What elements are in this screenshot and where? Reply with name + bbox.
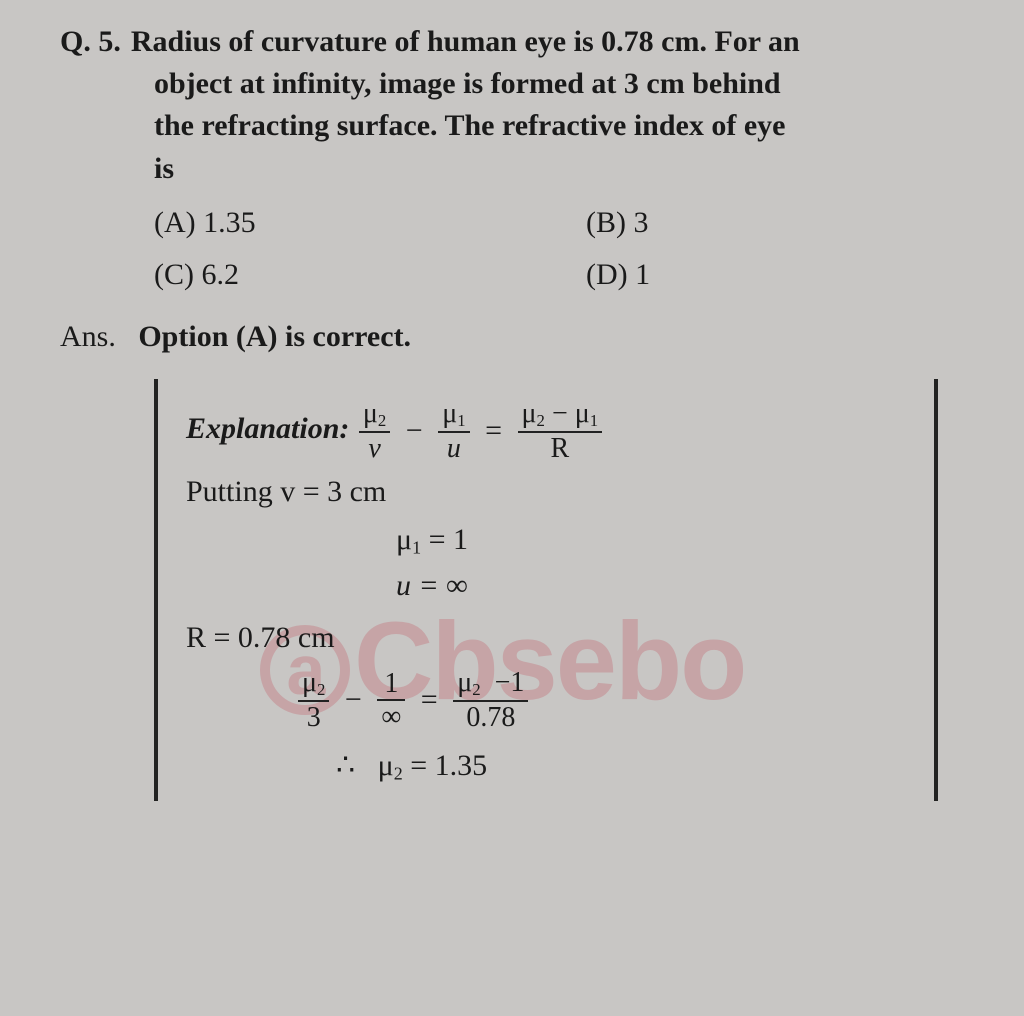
den-v: v xyxy=(359,433,390,463)
frac-mu2-3: μ2 3 xyxy=(296,668,331,732)
minus-op: − xyxy=(339,680,368,720)
options-grid: (A) 1.35 (B) 3 (C) 6.2 (D) 1 xyxy=(154,203,978,295)
therefore-line: ∴ μ2 = 1.35 xyxy=(336,746,910,786)
mu-symbol: μ xyxy=(522,398,537,429)
num-1: 1 xyxy=(377,669,405,701)
den-078: 0.78 xyxy=(453,702,528,732)
minus-1: −1 xyxy=(495,667,525,698)
mu-symbol: μ xyxy=(363,398,378,429)
frac-rhs-calc: μ2 −1 0.78 xyxy=(451,668,530,732)
question-text-line-4: is xyxy=(154,149,978,189)
therefore-symbol: ∴ xyxy=(336,749,355,782)
sub-1: 1 xyxy=(590,412,598,431)
frac-1-inf: 1 ∞ xyxy=(375,669,407,732)
mu1-line: μ1 = 1 xyxy=(396,520,910,560)
mu-symbol: μ xyxy=(442,398,457,429)
option-c: (C) 6.2 xyxy=(154,255,546,295)
option-d: (D) 1 xyxy=(586,255,978,295)
den-3: 3 xyxy=(298,702,329,732)
question-text-line-1: Radius of curvature of human eye is 0.78… xyxy=(131,22,978,62)
equals-op: = xyxy=(479,411,508,451)
frac-mu1-u: μ1 u xyxy=(436,399,471,463)
sub-2: 2 xyxy=(537,412,545,431)
answer-line: Ans. Option (A) is correct. xyxy=(60,317,978,357)
question-number: Q. 5. xyxy=(60,22,131,62)
main-formula: μ2 v − μ1 u = μ2 − μ1 R xyxy=(357,399,604,463)
equals-1: = 1 xyxy=(421,523,468,556)
minus-symbol: − xyxy=(552,398,568,429)
explanation-formula-line: Explanation: μ2 v − μ1 u = μ2 − μ1 xyxy=(186,399,910,463)
page-content: Q. 5. Radius of curvature of human eye i… xyxy=(0,0,1024,801)
sub-2: 2 xyxy=(317,680,325,699)
r-line: R = 0.78 cm xyxy=(186,618,910,658)
mu-symbol: μ xyxy=(302,667,317,698)
minus-op: − xyxy=(400,411,429,451)
answer-text: Option (A) is correct. xyxy=(138,320,411,353)
u-line: u = ∞ xyxy=(396,566,910,606)
question-first-line: Q. 5. Radius of curvature of human eye i… xyxy=(60,22,978,62)
den-R: R xyxy=(518,433,603,463)
mu-symbol: μ xyxy=(396,523,412,556)
mu-symbol: μ xyxy=(575,398,590,429)
question-text-line-3: the refracting surface. The refractive i… xyxy=(154,106,978,146)
question-text-line-2: object at infinity, image is formed at 3… xyxy=(154,64,978,104)
explanation-box: Explanation: μ2 v − μ1 u = μ2 − μ1 xyxy=(154,379,938,800)
sub-2: 2 xyxy=(394,764,403,784)
calc-line: μ2 3 − 1 ∞ = μ2 −1 0.78 xyxy=(296,668,910,732)
mu-symbol: μ xyxy=(378,749,394,782)
option-a: (A) 1.35 xyxy=(154,203,546,243)
frac-mu2-v: μ2 v xyxy=(357,399,392,463)
equals-op: = xyxy=(415,680,444,720)
explanation-title: Explanation: xyxy=(186,412,349,445)
option-b: (B) 3 xyxy=(586,203,978,243)
answer-label: Ans. xyxy=(60,320,116,353)
sub-1: 1 xyxy=(457,412,465,431)
sub-2: 2 xyxy=(378,412,386,431)
mu-symbol: μ xyxy=(457,667,472,698)
den-u: u xyxy=(438,433,469,463)
putting-line: Putting v = 3 cm xyxy=(186,472,910,512)
den-inf: ∞ xyxy=(377,701,405,731)
frac-rhs: μ2 − μ1 R xyxy=(516,399,605,463)
sub-2: 2 xyxy=(472,680,480,699)
equals-135: = 1.35 xyxy=(403,749,487,782)
sub-1: 1 xyxy=(412,537,421,557)
